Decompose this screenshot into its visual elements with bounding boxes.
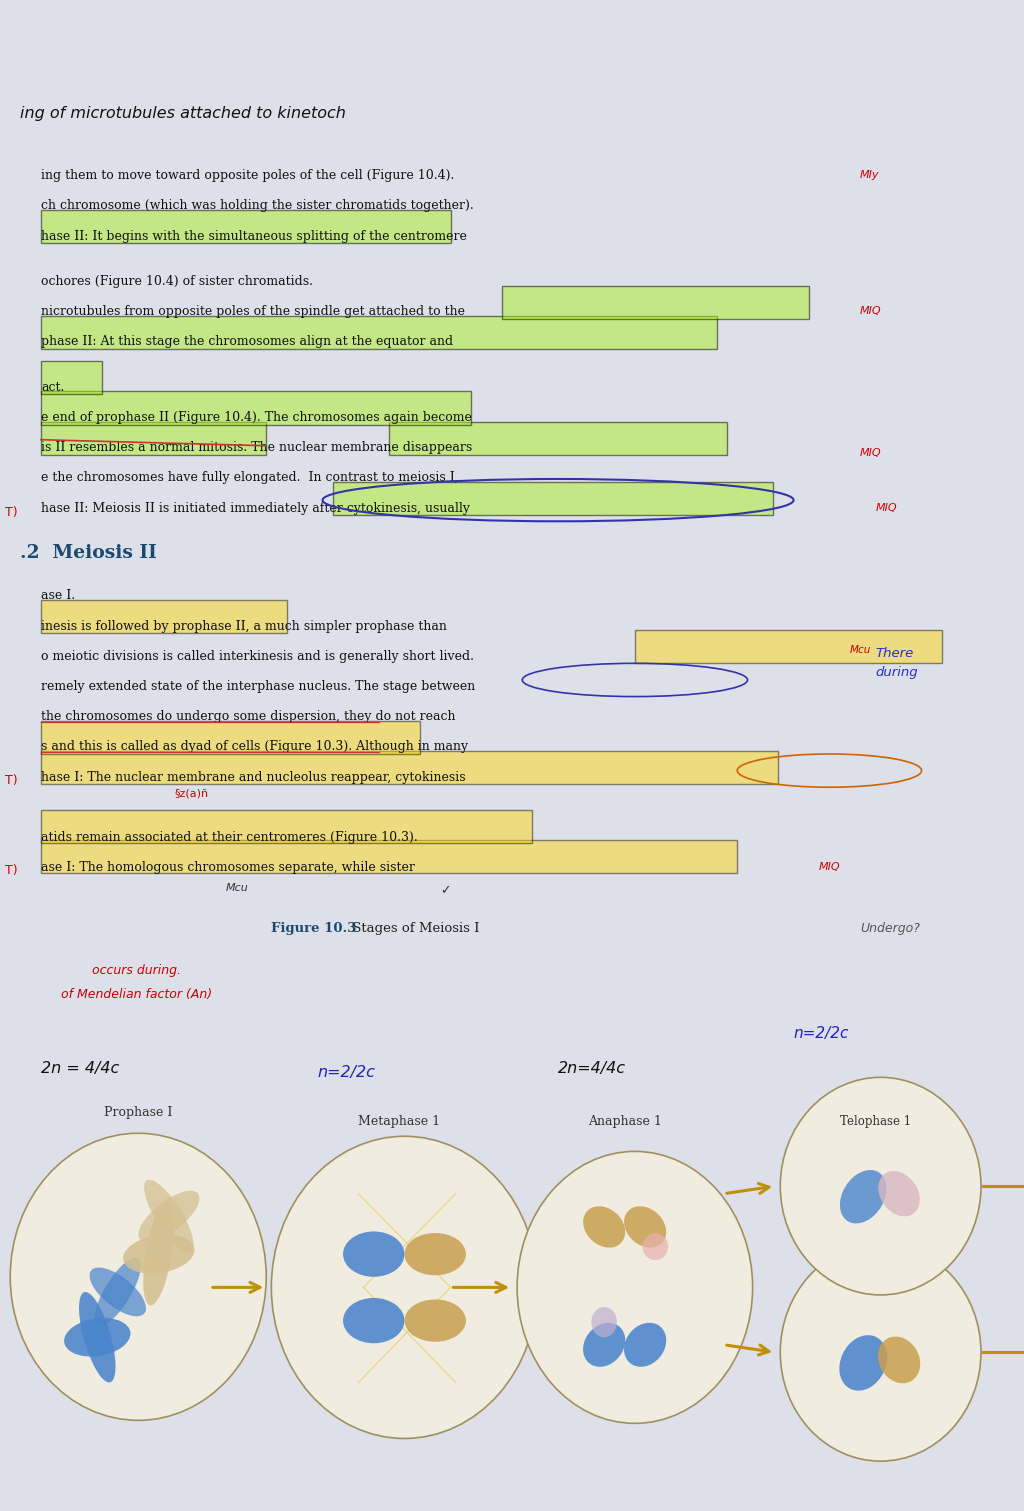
- Text: ochores (Figure 10.4) of sister chromatids.: ochores (Figure 10.4) of sister chromati…: [41, 275, 313, 289]
- Text: MIQ: MIQ: [819, 863, 841, 872]
- Text: Undergo?: Undergo?: [860, 922, 920, 935]
- Text: ase I: The homologous chromosomes separate, while sister: ase I: The homologous chromosomes separa…: [41, 861, 415, 875]
- Text: n=2/2c: n=2/2c: [317, 1065, 376, 1080]
- Text: ing of microtubules attached to kinetoch: ing of microtubules attached to kinetoch: [20, 106, 346, 121]
- Ellipse shape: [517, 1151, 753, 1423]
- Ellipse shape: [138, 1191, 200, 1242]
- Ellipse shape: [79, 1292, 116, 1383]
- Ellipse shape: [94, 1257, 141, 1327]
- Text: T): T): [5, 864, 17, 878]
- Text: remely extended state of the interphase nucleus. The stage between: remely extended state of the interphase …: [41, 680, 475, 694]
- FancyBboxPatch shape: [41, 721, 420, 754]
- Text: s and this is called as dyad of cells (Figure 10.3). Although in many: s and this is called as dyad of cells (F…: [41, 740, 468, 754]
- FancyBboxPatch shape: [41, 391, 471, 425]
- Text: n=2/2c: n=2/2c: [794, 1026, 849, 1041]
- Text: 2n=4/4c: 2n=4/4c: [558, 1061, 626, 1076]
- Text: T): T): [5, 774, 17, 787]
- Ellipse shape: [879, 1171, 920, 1216]
- Text: nicrotubules from opposite poles of the spindle get attached to the: nicrotubules from opposite poles of the …: [41, 305, 465, 319]
- FancyBboxPatch shape: [41, 600, 287, 633]
- Ellipse shape: [840, 1336, 887, 1390]
- Ellipse shape: [271, 1136, 538, 1438]
- FancyBboxPatch shape: [41, 361, 102, 394]
- Text: MIy: MIy: [860, 171, 880, 180]
- FancyBboxPatch shape: [389, 422, 727, 455]
- Text: inesis is followed by prophase II, a much simpler prophase than: inesis is followed by prophase II, a muc…: [41, 620, 446, 633]
- Text: .2  Meiosis II: .2 Meiosis II: [20, 544, 158, 562]
- Ellipse shape: [624, 1206, 667, 1248]
- Ellipse shape: [404, 1233, 466, 1275]
- Text: of Mendelian factor (An): of Mendelian factor (An): [61, 988, 213, 1002]
- Text: e end of prophase II (Figure 10.4). The chromosomes again become: e end of prophase II (Figure 10.4). The …: [41, 411, 472, 425]
- FancyBboxPatch shape: [333, 482, 773, 515]
- Text: is II resembles a normal mitosis. The nuclear membrane disappears: is II resembles a normal mitosis. The nu…: [41, 441, 472, 455]
- Text: MIQ: MIQ: [860, 449, 882, 458]
- Text: MIQ: MIQ: [876, 503, 897, 512]
- Ellipse shape: [592, 1307, 616, 1337]
- Ellipse shape: [780, 1077, 981, 1295]
- Text: act.: act.: [41, 381, 65, 394]
- Text: T): T): [5, 506, 17, 520]
- Text: ase I.: ase I.: [41, 589, 75, 603]
- Text: occurs during.: occurs during.: [92, 964, 181, 978]
- Ellipse shape: [583, 1322, 626, 1367]
- Ellipse shape: [89, 1268, 146, 1316]
- Text: Anaphase 1: Anaphase 1: [588, 1115, 662, 1129]
- Text: There
during: There during: [876, 647, 919, 678]
- Text: §z(a)ñ: §z(a)ñ: [174, 789, 208, 798]
- Text: Metaphase 1: Metaphase 1: [358, 1115, 440, 1129]
- Ellipse shape: [343, 1231, 404, 1277]
- Text: MIQ: MIQ: [860, 307, 882, 316]
- Ellipse shape: [878, 1337, 921, 1383]
- Ellipse shape: [123, 1234, 195, 1274]
- FancyBboxPatch shape: [41, 751, 778, 784]
- Ellipse shape: [404, 1299, 466, 1342]
- Text: Figure 10.3: Figure 10.3: [271, 922, 356, 935]
- FancyBboxPatch shape: [41, 316, 717, 349]
- Text: the chromosomes do undergo some dispersion, they do not reach: the chromosomes do undergo some dispersi…: [41, 710, 456, 724]
- Text: hase II: It begins with the simultaneous splitting of the centromere: hase II: It begins with the simultaneous…: [41, 230, 467, 243]
- FancyBboxPatch shape: [41, 422, 266, 455]
- Text: Prophase I: Prophase I: [104, 1106, 172, 1120]
- Ellipse shape: [780, 1244, 981, 1461]
- FancyBboxPatch shape: [635, 630, 942, 663]
- Text: Stages of Meiosis I: Stages of Meiosis I: [348, 922, 479, 935]
- Text: ch chromosome (which was holding the sister chromatids together).: ch chromosome (which was holding the sis…: [41, 199, 474, 213]
- Ellipse shape: [583, 1206, 626, 1248]
- Ellipse shape: [65, 1318, 130, 1357]
- FancyBboxPatch shape: [502, 286, 809, 319]
- FancyBboxPatch shape: [41, 840, 737, 873]
- Text: Telophase 1: Telophase 1: [840, 1115, 911, 1129]
- Text: 2n = 4/4c: 2n = 4/4c: [41, 1061, 119, 1076]
- Text: Mcu: Mcu: [225, 884, 248, 893]
- FancyBboxPatch shape: [41, 810, 532, 843]
- FancyBboxPatch shape: [41, 210, 451, 243]
- Text: atids remain associated at their centromeres (Figure 10.3).: atids remain associated at their centrom…: [41, 831, 418, 845]
- Text: hase II: Meiosis II is initiated immediately after cytokinesis, usually: hase II: Meiosis II is initiated immedia…: [41, 502, 470, 515]
- Text: e the chromosomes have fully elongated.  In contrast to meiosis I,: e the chromosomes have fully elongated. …: [41, 471, 459, 485]
- Text: o meiotic divisions is called interkinesis and is generally short lived.: o meiotic divisions is called interkines…: [41, 650, 474, 663]
- Ellipse shape: [144, 1180, 194, 1253]
- Text: Mcu: Mcu: [850, 645, 871, 654]
- Text: hase I: The nuclear membrane and nucleolus reappear, cytokinesis: hase I: The nuclear membrane and nucleol…: [41, 771, 466, 784]
- Text: ✓: ✓: [440, 884, 451, 898]
- Ellipse shape: [624, 1322, 667, 1367]
- Ellipse shape: [343, 1298, 404, 1343]
- Ellipse shape: [10, 1133, 266, 1420]
- Ellipse shape: [643, 1233, 668, 1260]
- Ellipse shape: [840, 1170, 887, 1224]
- Text: phase II: At this stage the chromosomes align at the equator and: phase II: At this stage the chromosomes …: [41, 335, 453, 349]
- Text: ing them to move toward opposite poles of the cell (Figure 10.4).: ing them to move toward opposite poles o…: [41, 169, 455, 183]
- Ellipse shape: [143, 1203, 174, 1306]
